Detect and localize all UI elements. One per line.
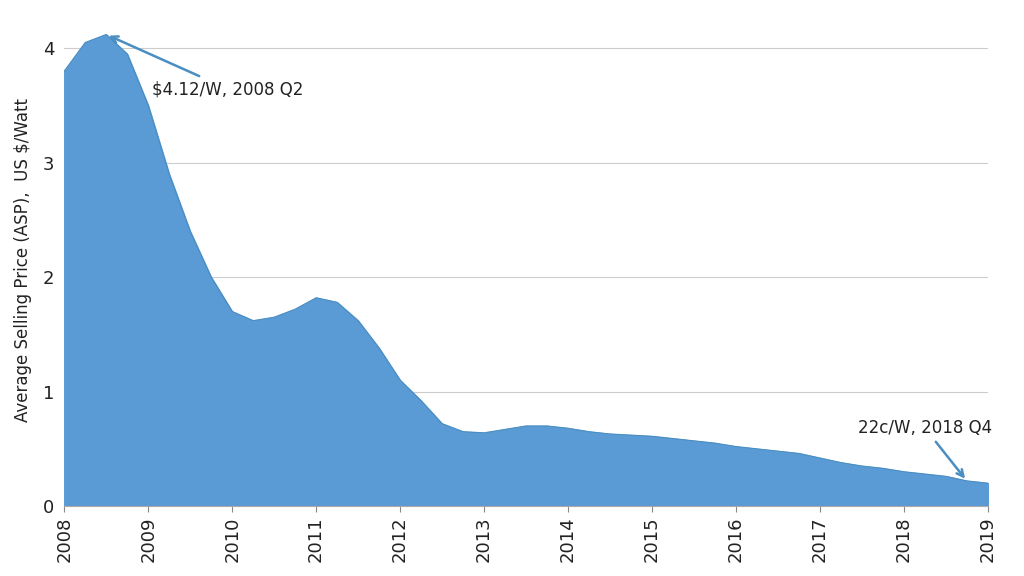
Text: $4.12/W, 2008 Q2: $4.12/W, 2008 Q2 — [112, 36, 304, 98]
Y-axis label: Average Selling Price (ASP),  US $/Watt: Average Selling Price (ASP), US $/Watt — [14, 98, 32, 422]
Text: 22c/W, 2018 Q4: 22c/W, 2018 Q4 — [858, 419, 992, 476]
